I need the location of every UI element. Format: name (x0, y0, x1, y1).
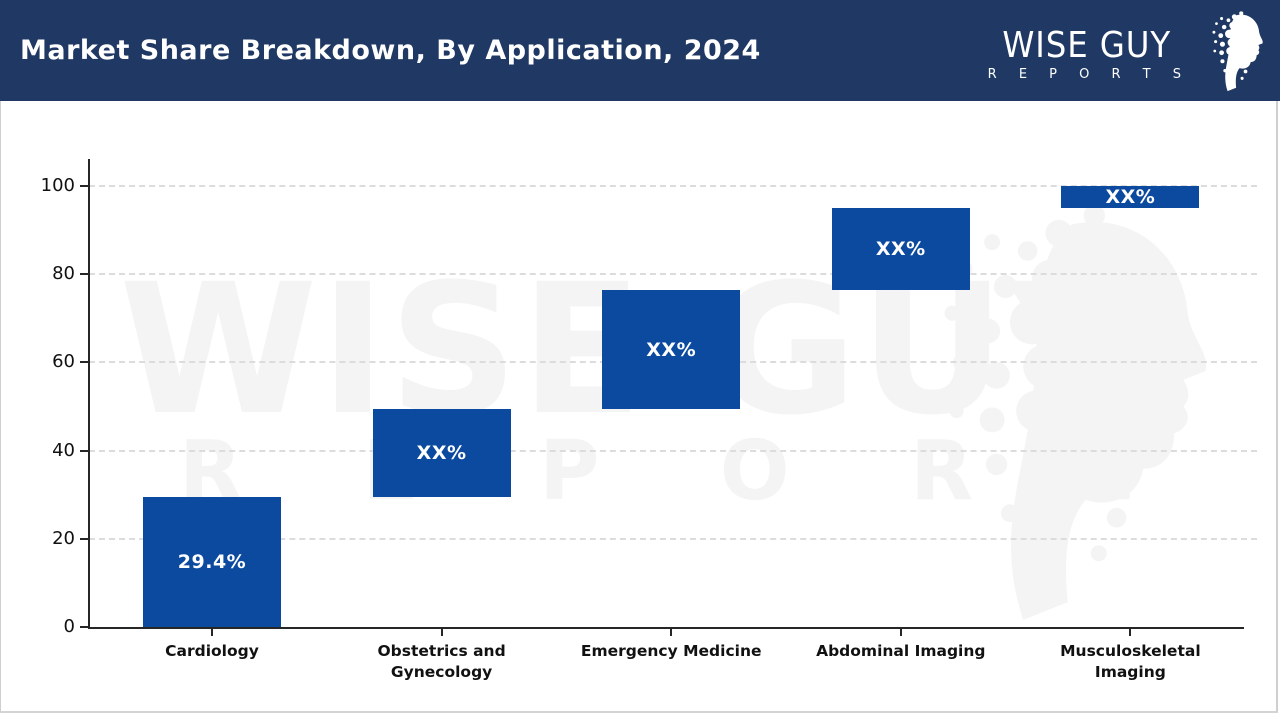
brand-logo-subtitle: R E P O R T S (987, 66, 1190, 82)
y-tick-label: 60 (52, 351, 75, 373)
header-bar: Market Share Breakdown, By Application, … (0, 0, 1280, 101)
y-gridline (89, 537, 1257, 540)
brand-logo-name: WISE GUY (1002, 24, 1172, 66)
page-title: Market Share Breakdown, By Application, … (20, 35, 761, 66)
x-tick (899, 629, 902, 636)
y-gridline (89, 273, 1257, 276)
brand-logo: WISE GUY R E P O R T S (984, 8, 1270, 94)
y-tick (80, 185, 89, 187)
y-tick (80, 537, 89, 540)
x-tick (670, 629, 673, 636)
x-tick (440, 629, 443, 636)
y-tick (80, 449, 89, 452)
y-tick-label: 20 (52, 527, 75, 549)
y-tick (80, 273, 89, 276)
y-axis-spine (88, 159, 90, 629)
bar-segment: XX% (602, 290, 741, 410)
bar-segment: XX% (831, 208, 970, 291)
y-tick-label: 80 (52, 263, 75, 285)
brand-logo-text: WISE GUY R E P O R T S (984, 24, 1190, 82)
x-category-label: Cardiology (165, 642, 259, 660)
bar-segment: XX% (1061, 186, 1200, 209)
y-tick (80, 361, 89, 364)
x-category-label: Emergency Medicine (580, 642, 762, 660)
chart-panel: WISE GUY R E P O R T S 0 20 40 60 80 100 29.4%… (0, 101, 1278, 713)
y-tick (80, 626, 89, 628)
x-category-label: Musculoskeletal Imaging (1060, 642, 1201, 681)
bar-value-label: XX% (646, 338, 697, 361)
x-category-label: Abdominal Imaging (816, 642, 986, 660)
y-tick-label: 0 (63, 616, 75, 637)
bar-value-label: XX% (875, 238, 926, 261)
brand-face-icon (1212, 11, 1263, 92)
watermark-face-icon (944, 204, 1207, 620)
bar-value-label: XX% (1105, 186, 1156, 209)
y-tick-label: 40 (52, 439, 75, 461)
bar-value-label: XX% (416, 442, 467, 465)
bar-segment: XX% (372, 409, 511, 498)
x-category-label: Obstetrics and Gynecology (377, 642, 506, 681)
y-gridline (89, 449, 1257, 452)
x-tick (211, 629, 213, 636)
bar-segment: 29.4% (143, 497, 281, 627)
y-tick-label: 100 (40, 175, 75, 196)
x-tick (1129, 629, 1132, 636)
x-axis-spine (88, 627, 1244, 629)
bar-value-label: 29.4% (177, 551, 247, 574)
y-gridline (89, 185, 1257, 187)
